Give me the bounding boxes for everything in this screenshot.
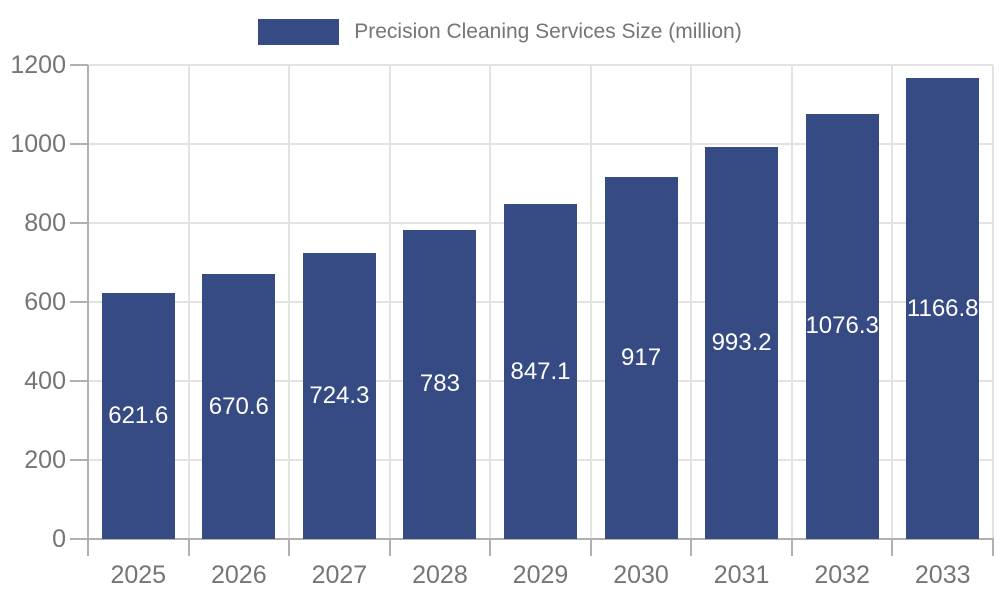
bar-value-label: 621.6 [108, 402, 169, 430]
x-tick-label: 2033 [914, 561, 971, 589]
gridline-v [288, 65, 291, 539]
y-tick-label: 0 [52, 525, 66, 553]
x-tick-label: 2027 [311, 561, 368, 589]
gridline-v [790, 65, 793, 539]
bar-value-label: 847.1 [510, 357, 571, 385]
bar-value-label: 783 [419, 370, 460, 398]
y-tick-label: 1200 [10, 51, 66, 79]
y-tick-mark [70, 222, 88, 224]
bar [302, 252, 376, 539]
legend-item[interactable]: Precision Cleaning Services Size (millio… [0, 8, 1000, 56]
x-tick-label: 2025 [110, 561, 167, 589]
gridline-v [690, 65, 693, 539]
x-tick-label: 2028 [412, 561, 468, 589]
y-tick-label: 200 [24, 446, 66, 474]
x-tick-mark [388, 539, 391, 556]
legend-label: Precision Cleaning Services Size (millio… [354, 20, 742, 43]
y-tick-mark [70, 380, 88, 382]
y-tick-label: 600 [24, 288, 66, 316]
gridline-h [88, 143, 993, 145]
y-tick-mark [70, 459, 88, 461]
x-tick-label: 2026 [211, 561, 267, 589]
bar-value-label: 670.6 [208, 392, 269, 420]
gridline-v [489, 65, 492, 539]
x-tick-mark [891, 539, 894, 556]
x-tick-mark [187, 539, 190, 556]
bar [202, 274, 276, 539]
gridline-v [589, 65, 592, 539]
bar-value-label: 1076.3 [805, 312, 879, 340]
y-tick-mark [70, 143, 88, 145]
bar [403, 229, 477, 539]
gridline-v [992, 65, 994, 539]
x-tick-mark [288, 539, 291, 556]
x-tick-label: 2030 [613, 561, 669, 589]
x-tick-label: 2031 [713, 561, 770, 589]
gridline-h [88, 64, 993, 66]
bar [101, 293, 175, 539]
legend-swatch [258, 19, 340, 45]
bar [604, 176, 678, 539]
gridline-v [187, 65, 190, 539]
y-axis-line [87, 65, 89, 539]
x-tick-mark [690, 539, 693, 556]
bar-value-label: 724.3 [309, 381, 370, 409]
x-tick-mark [992, 539, 994, 556]
gridline-v [388, 65, 391, 539]
bar [504, 204, 577, 539]
bar-value-label: 1166.8 [906, 294, 979, 322]
x-tick-mark [790, 539, 793, 556]
x-tick-label: 2032 [814, 561, 870, 589]
x-tick-mark [489, 539, 492, 556]
x-axis-line [87, 538, 994, 540]
bar-value-label: 993.2 [711, 328, 772, 356]
y-tick-label: 800 [24, 209, 66, 237]
y-tick-mark [70, 301, 88, 303]
gridline-v [891, 65, 894, 539]
x-tick-mark [589, 539, 592, 556]
x-tick-label: 2029 [512, 561, 569, 589]
y-tick-mark [70, 538, 88, 540]
y-tick-label: 400 [24, 367, 66, 395]
bar [705, 146, 779, 539]
x-tick-mark [87, 539, 89, 556]
y-tick-mark [70, 64, 88, 66]
y-tick-label: 1000 [10, 130, 66, 158]
bar-value-label: 917 [621, 343, 662, 371]
bar [805, 113, 879, 539]
bar [906, 78, 980, 539]
